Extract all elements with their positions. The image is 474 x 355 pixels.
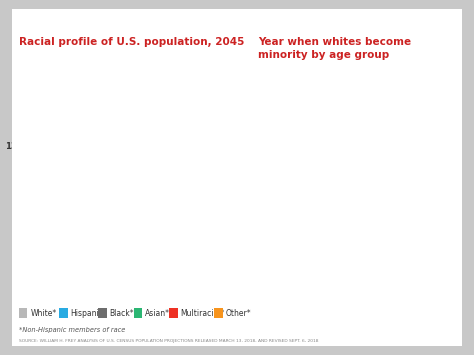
Text: 2033: 2033 bbox=[255, 175, 283, 185]
Text: 2027: 2027 bbox=[255, 132, 283, 142]
Text: Hispanic: Hispanic bbox=[71, 308, 103, 318]
Wedge shape bbox=[118, 97, 206, 272]
Wedge shape bbox=[56, 101, 104, 149]
Text: 7.9%: 7.9% bbox=[52, 89, 75, 98]
Circle shape bbox=[326, 250, 348, 278]
Text: 50–59: 50–59 bbox=[370, 259, 398, 268]
Text: 24.6%: 24.6% bbox=[31, 258, 60, 267]
Circle shape bbox=[326, 208, 348, 235]
Text: 13.1%: 13.1% bbox=[5, 142, 34, 151]
Text: YEAR: YEAR bbox=[255, 60, 284, 70]
Text: Black*: Black* bbox=[109, 308, 134, 318]
Text: Asian*: Asian* bbox=[145, 308, 170, 318]
Wedge shape bbox=[114, 97, 118, 134]
Text: 30–39: 30–39 bbox=[370, 175, 398, 184]
Circle shape bbox=[326, 82, 348, 109]
Text: *Non-Hispanic members of race: *Non-Hispanic members of race bbox=[19, 327, 125, 333]
Text: 3.8%: 3.8% bbox=[89, 79, 112, 88]
Text: 2020: 2020 bbox=[255, 91, 283, 100]
Text: 49.7%: 49.7% bbox=[216, 179, 245, 188]
Wedge shape bbox=[31, 123, 82, 189]
Wedge shape bbox=[93, 98, 116, 136]
Wedge shape bbox=[31, 187, 120, 272]
Text: 18–29: 18–29 bbox=[370, 133, 398, 142]
Text: Multiracial*: Multiracial* bbox=[181, 308, 225, 318]
Text: AGE: AGE bbox=[362, 60, 384, 70]
Text: 2041: 2041 bbox=[255, 217, 283, 226]
Text: Other*: Other* bbox=[226, 308, 251, 318]
Text: Racial profile of U.S. population, 2045: Racial profile of U.S. population, 2045 bbox=[19, 37, 244, 47]
Circle shape bbox=[326, 166, 348, 193]
Text: under 18: under 18 bbox=[370, 91, 411, 100]
Text: 60+: 60+ bbox=[370, 301, 389, 310]
Circle shape bbox=[326, 124, 348, 151]
Text: after
2060: after 2060 bbox=[255, 295, 283, 317]
Text: White*: White* bbox=[30, 308, 56, 318]
Circle shape bbox=[326, 292, 348, 320]
Text: Year when whites become
minority by age group: Year when whites become minority by age … bbox=[258, 37, 411, 60]
Text: 0.9%: 0.9% bbox=[104, 77, 127, 86]
Text: SOURCE: WILLIAM H. FREY ANALYSIS OF U.S. CENSUS POPULATION PROJECTIONS RELEASED : SOURCE: WILLIAM H. FREY ANALYSIS OF U.S.… bbox=[19, 339, 319, 343]
Text: 40–49: 40–49 bbox=[370, 217, 398, 226]
Text: 2050: 2050 bbox=[255, 259, 283, 269]
